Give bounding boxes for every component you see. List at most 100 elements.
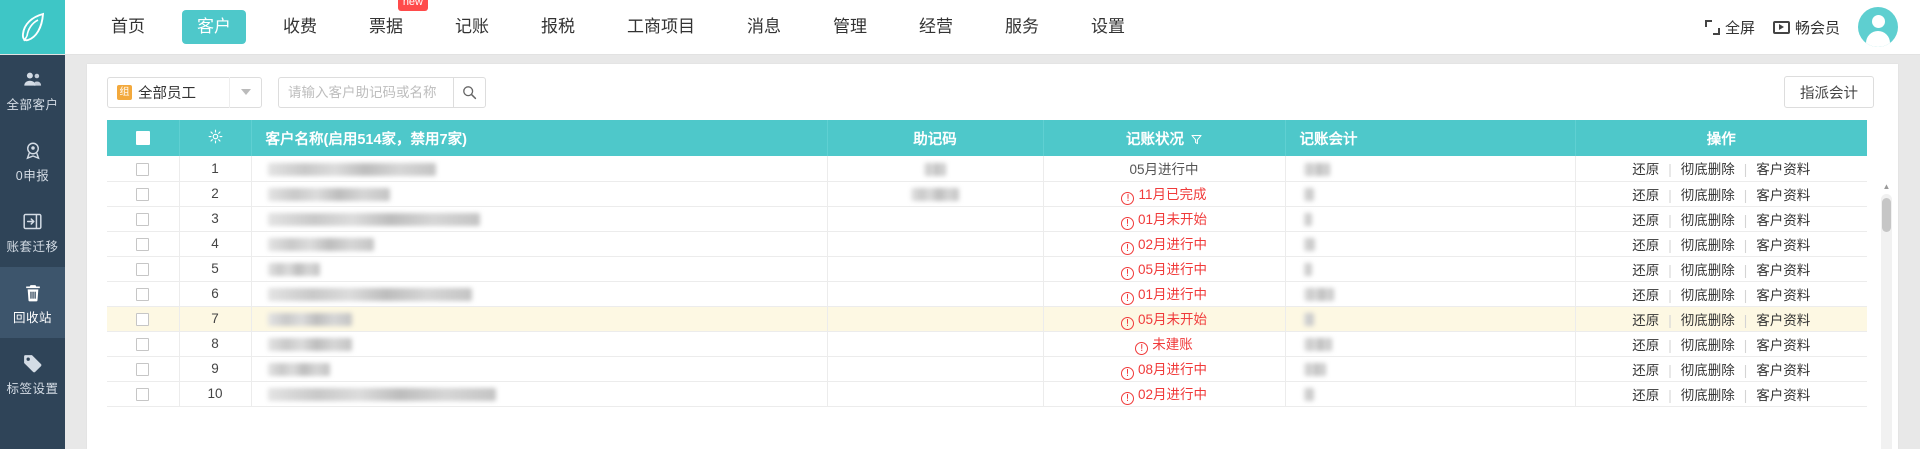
- row-checkbox[interactable]: [136, 237, 150, 251]
- customer-profile-link[interactable]: 客户资料: [1756, 312, 1811, 328]
- restore-link[interactable]: 还原: [1632, 187, 1660, 203]
- sidebar-item-4[interactable]: 标签设置: [0, 338, 65, 409]
- row-checkbox[interactable]: [136, 162, 150, 176]
- customer-profile-link[interactable]: 客户资料: [1756, 212, 1811, 228]
- nav-item-9[interactable]: 经营: [904, 10, 968, 44]
- delete-permanently-link[interactable]: 彻底删除: [1680, 237, 1735, 253]
- nav-item-5[interactable]: 报税: [526, 10, 590, 44]
- nav-item-8[interactable]: 管理: [818, 10, 882, 44]
- nav-item-11[interactable]: 设置: [1076, 10, 1140, 44]
- row-checkbox[interactable]: [136, 212, 150, 226]
- customer-profile-link[interactable]: 客户资料: [1756, 287, 1811, 303]
- nav-item-7[interactable]: 消息: [732, 10, 796, 44]
- header-settings[interactable]: [179, 120, 252, 156]
- delete-permanently-link[interactable]: 彻底删除: [1680, 337, 1735, 353]
- nav-item-0[interactable]: 首页: [96, 10, 160, 44]
- nav-item-10[interactable]: 服务: [990, 10, 1054, 44]
- nav-item-4[interactable]: 记账: [440, 10, 504, 44]
- search-button[interactable]: [453, 76, 486, 108]
- customer-profile-link[interactable]: 客户资料: [1756, 387, 1811, 403]
- table-row[interactable]: 2! 11月已完成 还原 | 彻底删除 | 客户资料: [107, 181, 1867, 207]
- table-row[interactable]: 4! 02月进行中 还原 | 彻底删除 | 客户资料: [107, 231, 1867, 257]
- restore-link[interactable]: 还原: [1632, 237, 1660, 253]
- customer-table: 客户名称(启用514家，禁用7家) 助记码 记账状况 记账会计 操作: [107, 120, 1867, 407]
- member-button[interactable]: 畅会员: [1772, 17, 1840, 38]
- sidebar-item-0[interactable]: 全部客户: [0, 54, 65, 125]
- restore-link[interactable]: 还原: [1632, 287, 1660, 303]
- restore-link[interactable]: 还原: [1632, 312, 1660, 328]
- header-select-all[interactable]: [107, 120, 180, 156]
- accountant-redacted: [1303, 162, 1330, 176]
- select-all-checkbox[interactable]: [135, 131, 150, 146]
- employee-select[interactable]: 组 全部员工: [107, 76, 262, 108]
- customer-profile-link[interactable]: 客户资料: [1756, 237, 1811, 253]
- nav-item-6[interactable]: 工商项目: [612, 10, 710, 44]
- row-select-cell[interactable]: [107, 156, 180, 182]
- nav-item-1[interactable]: 客户: [182, 10, 246, 44]
- delete-permanently-link[interactable]: 彻底删除: [1680, 387, 1735, 403]
- customer-profile-link[interactable]: 客户资料: [1756, 337, 1811, 353]
- scrollbar-thumb[interactable]: [1882, 198, 1891, 232]
- sidebar-item-2[interactable]: 账套迁移: [0, 196, 65, 267]
- delete-permanently-link[interactable]: 彻底删除: [1680, 287, 1735, 303]
- delete-permanently-link[interactable]: 彻底删除: [1680, 187, 1735, 203]
- delete-permanently-link[interactable]: 彻底删除: [1680, 312, 1735, 328]
- fullscreen-button[interactable]: 全屏: [1704, 17, 1755, 38]
- customer-profile-link[interactable]: 客户资料: [1756, 262, 1811, 278]
- user-avatar[interactable]: [1858, 7, 1898, 47]
- customer-name-redacted: [267, 237, 374, 251]
- restore-link[interactable]: 还原: [1632, 262, 1660, 278]
- row-select-cell[interactable]: [107, 206, 180, 232]
- nav-item-3[interactable]: 票据 new: [354, 0, 428, 44]
- row-checkbox[interactable]: [136, 362, 150, 376]
- row-select-cell[interactable]: [107, 256, 180, 282]
- vertical-scrollbar[interactable]: ▲: [1881, 183, 1892, 449]
- row-select-cell[interactable]: [107, 181, 180, 207]
- row-checkbox[interactable]: [136, 312, 150, 326]
- status-text: 02月进行中: [1137, 386, 1208, 402]
- delete-permanently-link[interactable]: 彻底删除: [1680, 212, 1735, 228]
- mnemonic-code-cell: [827, 256, 1044, 282]
- sidebar-item-1[interactable]: 0申报: [0, 125, 65, 196]
- table-row[interactable]: 3! 01月未开始 还原 | 彻底删除 | 客户资料: [107, 206, 1867, 232]
- restore-link[interactable]: 还原: [1632, 162, 1660, 178]
- delete-permanently-link[interactable]: 彻底删除: [1680, 362, 1735, 378]
- row-checkbox[interactable]: [136, 187, 150, 201]
- accountant-cell: [1285, 331, 1576, 357]
- row-select-cell[interactable]: [107, 306, 180, 332]
- search-input[interactable]: [278, 76, 453, 108]
- scroll-up-arrow[interactable]: ▲: [1882, 182, 1891, 191]
- sidebar-item-3[interactable]: 回收站: [0, 267, 65, 338]
- customer-profile-link[interactable]: 客户资料: [1756, 362, 1811, 378]
- row-checkbox[interactable]: [136, 337, 150, 351]
- delete-permanently-link[interactable]: 彻底删除: [1680, 262, 1735, 278]
- app-logo[interactable]: [0, 0, 65, 54]
- row-select-cell[interactable]: [107, 281, 180, 307]
- row-select-cell[interactable]: [107, 381, 180, 407]
- restore-link[interactable]: 还原: [1632, 387, 1660, 403]
- nav-item-2[interactable]: 收费: [268, 10, 332, 44]
- header-bookkeeping-status[interactable]: 记账状况: [1043, 120, 1286, 156]
- restore-link[interactable]: 还原: [1632, 362, 1660, 378]
- row-checkbox[interactable]: [136, 262, 150, 276]
- table-row[interactable]: 7! 05月未开始 还原 | 彻底删除 | 客户资料: [107, 306, 1867, 332]
- assign-accountant-button[interactable]: 指派会计: [1784, 76, 1874, 108]
- row-checkbox[interactable]: [136, 387, 150, 401]
- table-row[interactable]: 5! 05月进行中 还原 | 彻底删除 | 客户资料: [107, 256, 1867, 282]
- status-cell: ! 02月进行中: [1043, 381, 1286, 407]
- row-select-cell[interactable]: [107, 331, 180, 357]
- table-row[interactable]: 10! 02月进行中 还原 | 彻底删除 | 客户资料: [107, 381, 1867, 407]
- restore-link[interactable]: 还原: [1632, 212, 1660, 228]
- customer-profile-link[interactable]: 客户资料: [1756, 187, 1811, 203]
- table-row[interactable]: 8! 未建账 还原 | 彻底删除 | 客户资料: [107, 331, 1867, 357]
- customer-profile-link[interactable]: 客户资料: [1756, 162, 1811, 178]
- row-select-cell[interactable]: [107, 231, 180, 257]
- row-checkbox[interactable]: [136, 287, 150, 301]
- table-row[interactable]: 6! 01月进行中 还原 | 彻底删除 | 客户资料: [107, 281, 1867, 307]
- table-row[interactable]: 1 05月进行中 还原 | 彻底删除 | 客户资料: [107, 156, 1867, 182]
- restore-link[interactable]: 还原: [1632, 337, 1660, 353]
- table-row[interactable]: 9! 08月进行中 还原 | 彻底删除 | 客户资料: [107, 356, 1867, 382]
- row-select-cell[interactable]: [107, 356, 180, 382]
- delete-permanently-link[interactable]: 彻底删除: [1680, 162, 1735, 178]
- chevron-down-icon[interactable]: [229, 76, 261, 108]
